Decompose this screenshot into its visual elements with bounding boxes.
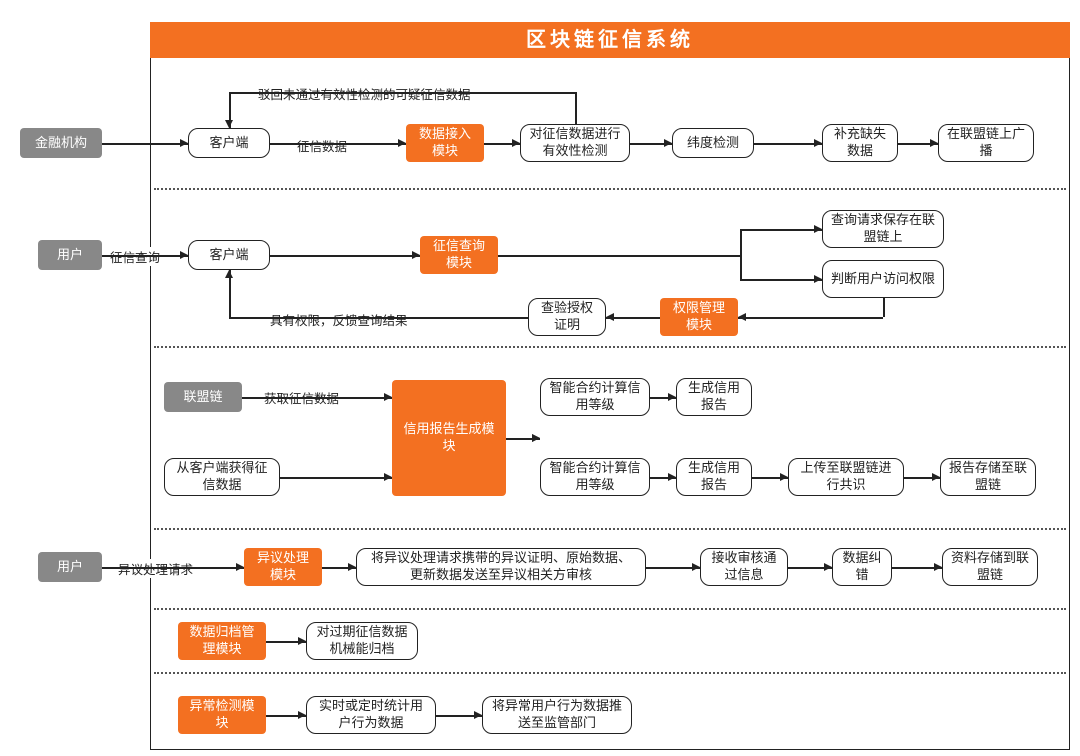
n_sc2: 智能合约计算信用等级 [540,458,650,496]
n_user2: 用户 [38,552,102,582]
divider-0 [154,188,1066,190]
l_cdata: 征信数据 [295,136,349,155]
divider-2 [154,528,1066,530]
divider-3 [154,608,1066,610]
n_anom: 异常检测模块 [178,696,266,734]
n_objmod: 异议处理模块 [244,548,322,586]
n_recv: 接收审核通过信息 [700,548,788,586]
l_feed: 具有权限，反馈查询结果 [268,310,410,329]
n_save2: 资料存储到联盟链 [942,548,1038,586]
n_judge: 判断用户访问权限 [822,260,944,298]
diagram-canvas: 区块链征信系统金融机构客户端数据接入模块对征信数据进行有效性检测纬度检测补充缺失… [0,0,1080,756]
n_chain: 联盟链 [164,382,242,412]
n_qmod: 征信查询模块 [420,236,498,274]
n_qsave: 查询请求保存在联盟链上 [822,210,944,248]
n_archtxt: 对过期征信数据机械能归档 [306,622,418,660]
n_anomtxt: 实时或定时统计用户行为数据 [306,696,436,734]
n_perm: 权限管理模块 [660,298,738,336]
n_rptmod: 信用报告生成模块 [392,380,506,496]
n_fin: 金融机构 [20,128,102,158]
n_arch: 数据归档管理模块 [178,622,266,660]
n_valid: 对征信数据进行有效性检测 [520,124,630,162]
n_user1: 用户 [38,240,102,270]
n_rpt1: 生成信用报告 [676,378,752,416]
n_store: 报告存储至联盟链 [940,458,1036,496]
n_fix: 数据纠错 [832,548,892,586]
divider-4 [154,672,1066,674]
n_push: 将异常用户行为数据推送至监管部门 [482,696,632,734]
n_cli1: 客户端 [188,128,270,158]
n_cli2: 客户端 [188,240,270,270]
n_bcast: 在联盟链上广播 [938,124,1034,162]
n_objtxt: 将异议处理请求携带的异议证明、原始数据、更新数据发送至异议相关方审核 [356,548,646,586]
n_fill: 补充缺失数据 [822,124,898,162]
l_objreq: 异议处理请求 [116,559,195,578]
n_rpt2: 生成信用报告 [676,458,752,496]
n_sc1: 智能合约计算信用等级 [540,378,650,416]
n_fromcli: 从客户端获得征信数据 [164,458,280,496]
n_dim: 纬度检测 [672,128,754,158]
divider-1 [154,346,1066,348]
n_upload: 上传至联盟链进行共识 [788,458,904,496]
title-bar: 区块链征信系统 [150,22,1070,58]
l_reject: 驳回未通过有效性检测的可疑征信数据 [256,84,473,103]
n_datain: 数据接入模块 [406,124,484,162]
n_auth: 查验授权证明 [528,298,606,336]
l_cquery: 征信查询 [108,247,162,266]
